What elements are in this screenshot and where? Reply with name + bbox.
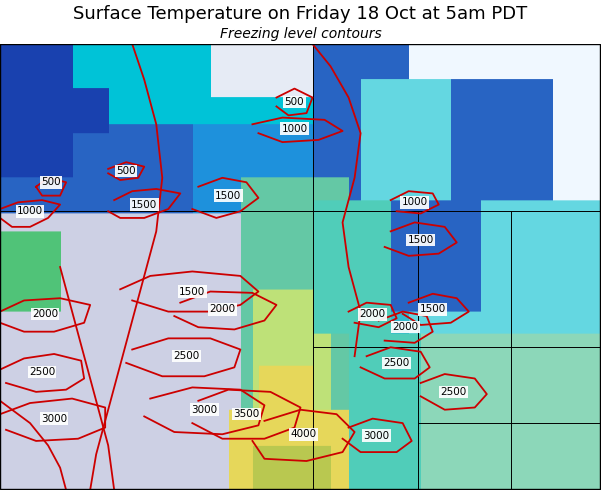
Text: 2000: 2000 (392, 322, 419, 332)
Text: 1500: 1500 (179, 287, 206, 296)
Text: 1000: 1000 (17, 206, 43, 216)
Text: Surface Temperature on Friday 18 Oct at 5am PDT: Surface Temperature on Friday 18 Oct at … (73, 5, 528, 23)
Text: 1000: 1000 (401, 197, 428, 207)
Text: 1500: 1500 (215, 191, 242, 200)
Text: 500: 500 (41, 177, 61, 187)
Text: 3000: 3000 (363, 431, 389, 441)
Text: 1500: 1500 (131, 199, 157, 210)
Text: 2000: 2000 (209, 304, 236, 315)
Text: 3500: 3500 (233, 409, 260, 419)
Text: Freezing level contours: Freezing level contours (219, 27, 382, 41)
Text: 1000: 1000 (281, 124, 308, 134)
Text: 1500: 1500 (407, 235, 434, 245)
Text: 3000: 3000 (41, 414, 67, 424)
Text: 1500: 1500 (419, 304, 446, 315)
Text: 500: 500 (117, 166, 136, 176)
Text: 2500: 2500 (173, 351, 200, 361)
Text: 2000: 2000 (32, 309, 58, 319)
Text: 2000: 2000 (359, 309, 386, 319)
Text: 4000: 4000 (290, 429, 317, 439)
Text: 2500: 2500 (441, 387, 467, 397)
Text: 2500: 2500 (383, 358, 410, 368)
Text: 2500: 2500 (29, 367, 55, 377)
Text: 3000: 3000 (191, 405, 218, 415)
Text: 500: 500 (285, 97, 304, 107)
